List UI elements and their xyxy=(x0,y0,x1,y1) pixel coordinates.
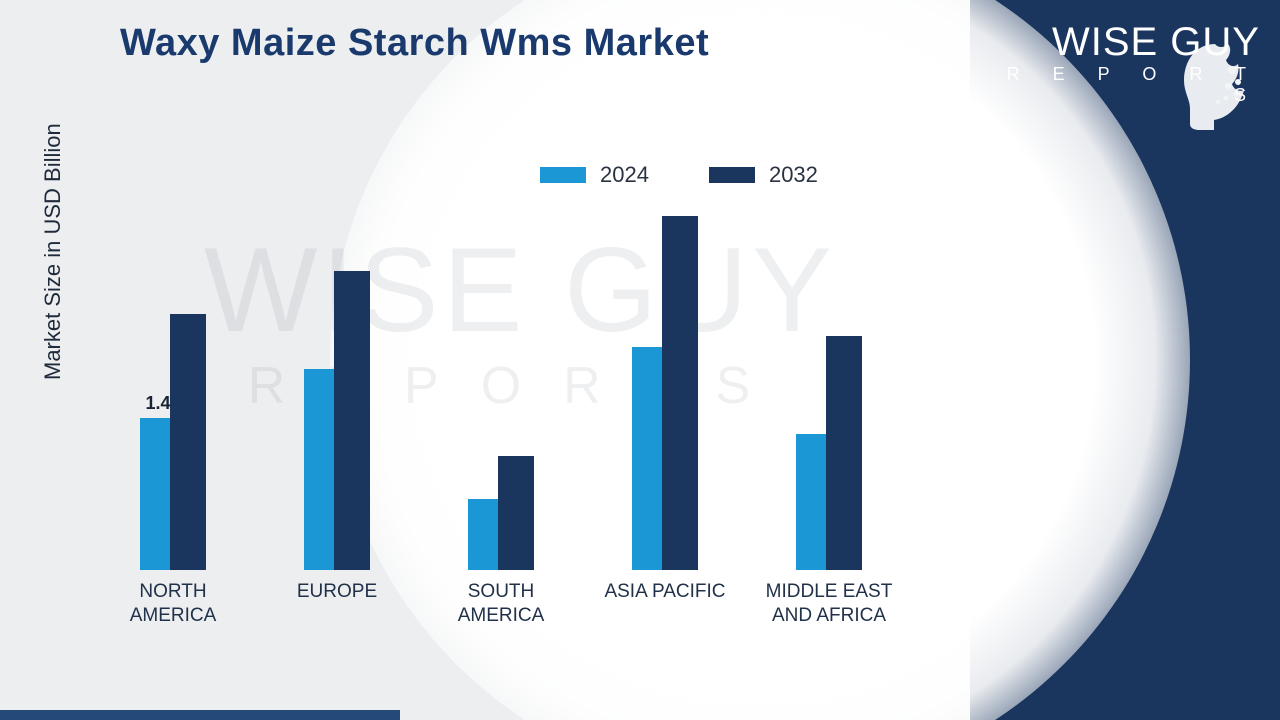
legend-item-2032: 2032 xyxy=(709,162,818,188)
bar xyxy=(170,314,206,570)
legend-item-2024: 2024 xyxy=(540,162,649,188)
bar xyxy=(826,336,862,570)
bar xyxy=(498,456,534,570)
category-label: EUROPE xyxy=(262,580,412,604)
bar xyxy=(662,216,698,570)
legend-swatch-2024 xyxy=(540,167,586,183)
bar-value-label: 1.4 xyxy=(145,393,170,414)
chart-title: Waxy Maize Starch Wms Market xyxy=(120,22,709,65)
bottom-accent-bar xyxy=(0,710,400,720)
brand-head-icon xyxy=(1180,42,1250,132)
content-area: Waxy Maize Starch Wms Market WISE GUY RE… xyxy=(0,0,970,720)
legend-swatch-2032 xyxy=(709,167,755,183)
bar xyxy=(334,271,370,570)
plot-area: 1.4NORTH AMERICAEUROPESOUTH AMERICAASIA … xyxy=(100,200,940,570)
category-label: ASIA PACIFIC xyxy=(590,580,740,604)
category-label: MIDDLE EAST AND AFRICA xyxy=(754,580,904,628)
legend: 2024 2032 xyxy=(540,162,818,188)
category-label: SOUTH AMERICA xyxy=(426,580,576,628)
chart-area: 1.4NORTH AMERICAEUROPESOUTH AMERICAASIA … xyxy=(100,200,940,570)
y-axis-label: Market Size in USD Billion xyxy=(40,123,66,380)
legend-label-2024: 2024 xyxy=(600,162,649,188)
category-label: NORTH AMERICA xyxy=(98,580,248,628)
brand-logo: WISE GUY R E P O R T S xyxy=(990,22,1260,106)
legend-label-2032: 2032 xyxy=(769,162,818,188)
